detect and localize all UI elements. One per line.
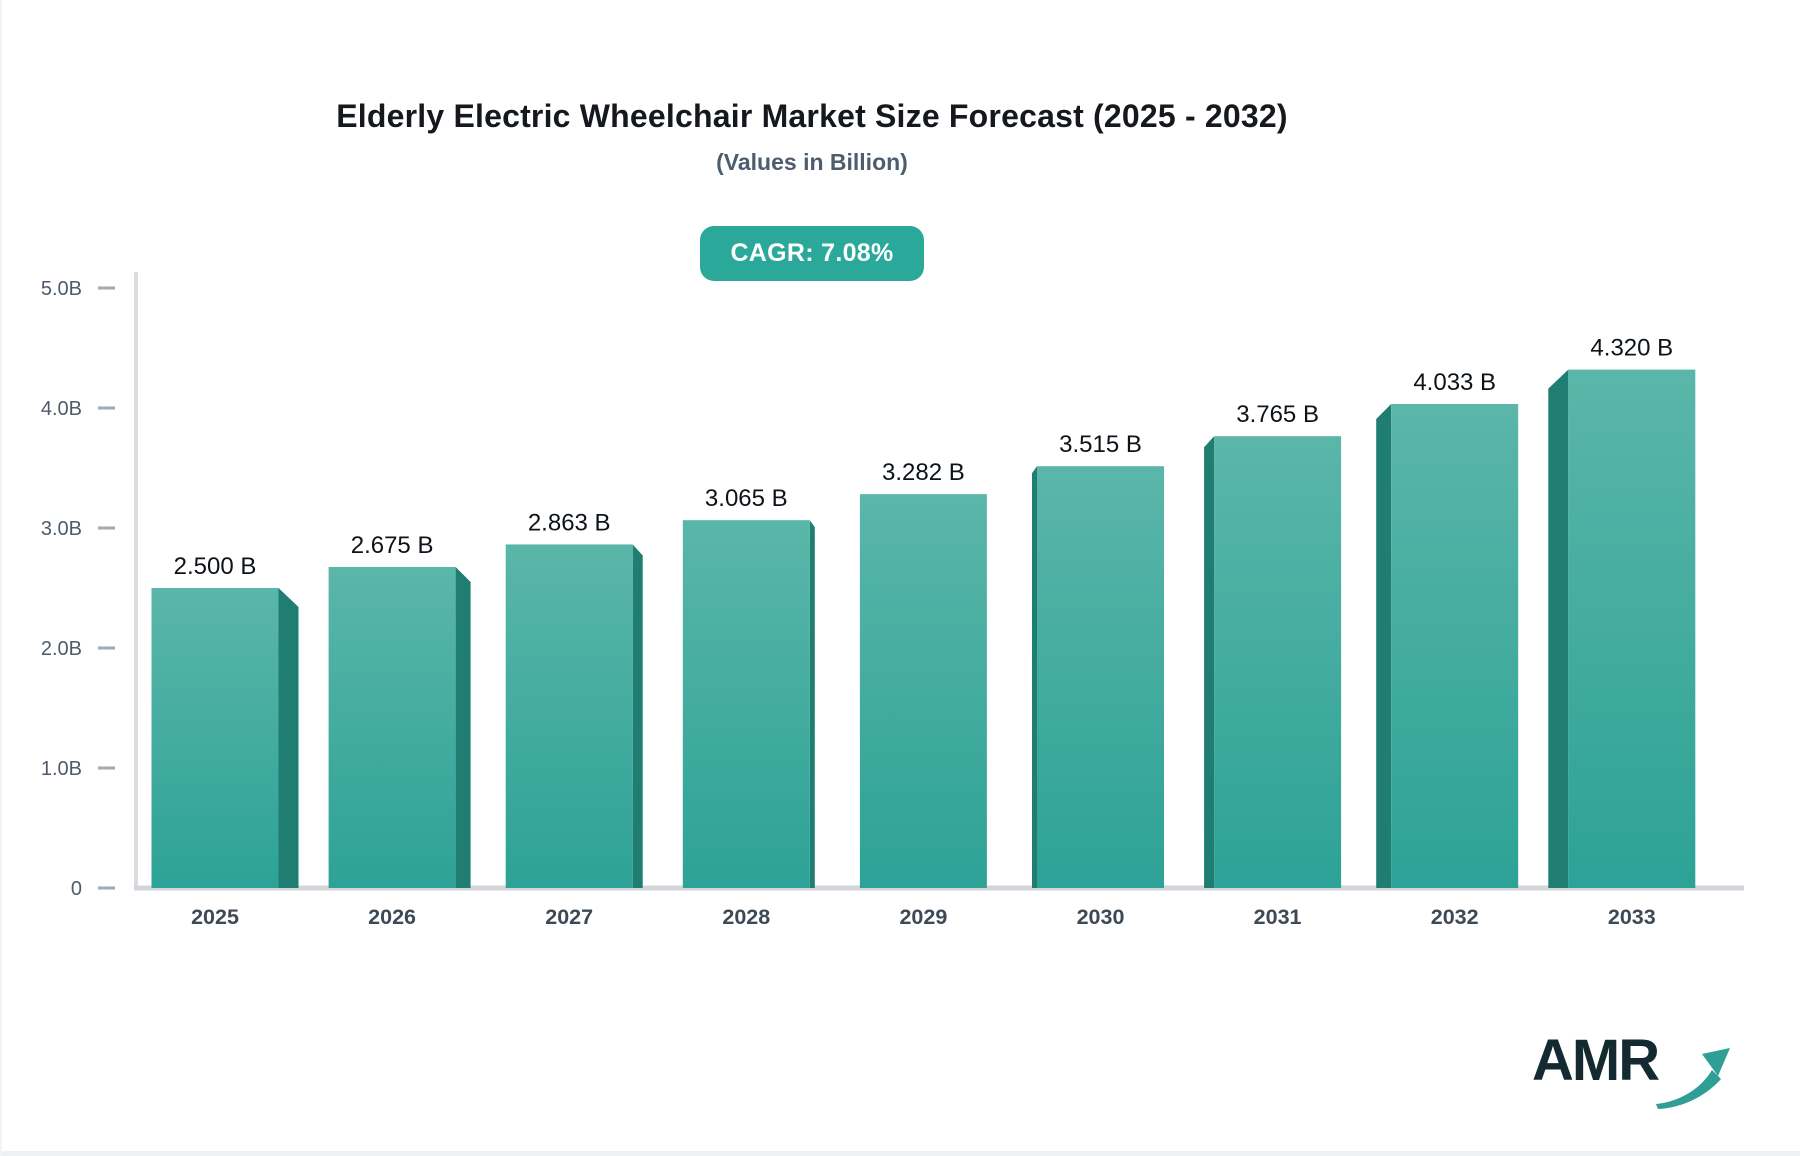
y-axis-label: 4.0B [41,398,82,420]
bar-2032 [1391,404,1519,888]
y-axis-label: 0 [71,878,82,900]
amr-logo-text: AMR [1532,1028,1660,1093]
bar-2033 [1568,369,1696,889]
bar-side-2030 [1032,466,1037,888]
amr-logo: AMR [1532,1032,1732,1112]
x-axis-label: 2025 [191,905,239,929]
x-axis-label: 2031 [1254,905,1302,929]
bar-value-label: 4.033 B [1413,369,1496,396]
cagr-badge: CAGR: 7.08% [700,226,924,281]
chart-subtitle: (Values in Billion) [716,149,908,175]
cagr-badge-row: CAGR: 7.08% [2,226,1622,281]
bar-2029 [859,494,987,888]
bar-value-label: 3.282 B [882,459,965,486]
y-axis-label: 1.0B [41,758,82,780]
bar-value-label: 2.675 B [351,532,434,559]
chart-title: Elderly Electric Wheelchair Market Size … [336,98,1288,134]
y-axis-label: 5.0B [41,278,82,300]
x-axis-label: 2030 [1077,905,1125,929]
bar-2030 [1037,466,1164,888]
bar-side-2033 [1548,369,1569,889]
bar-side-2028 [809,520,815,888]
bar-2028 [682,520,810,888]
y-axis-label: 2.0B [41,638,82,660]
bar-2031 [1214,436,1342,888]
chart-header: Elderly Electric Wheelchair Market Size … [2,0,1622,176]
bar-value-label: 3.765 B [1236,401,1319,428]
bar-2025 [151,588,279,888]
x-axis-label: 2029 [899,905,947,929]
bar-side-2031 [1204,436,1215,888]
x-axis-label: 2028 [722,905,770,929]
bar-value-label: 2.500 B [174,553,257,580]
growth-arrow-icon [1656,1048,1731,1109]
bar-value-label: 2.863 B [528,509,611,536]
x-axis-label: 2026 [368,905,416,929]
bar-2026 [328,567,456,888]
x-axis-label: 2027 [545,905,593,929]
bar-2027 [505,544,633,888]
bar-side-2025 [278,588,299,888]
screenshot-bottom-edge [2,1151,1800,1156]
x-axis-label: 2033 [1608,905,1656,929]
bar-side-2032 [1376,404,1392,888]
bar-value-label: 3.515 B [1059,431,1142,458]
y-axis-label: 3.0B [41,518,82,540]
bar-side-2026 [455,567,471,888]
bar-side-2027 [632,544,643,888]
bar-value-label: 4.320 B [1590,335,1673,362]
x-axis-label: 2032 [1431,905,1479,929]
bar-value-label: 3.065 B [705,485,788,512]
